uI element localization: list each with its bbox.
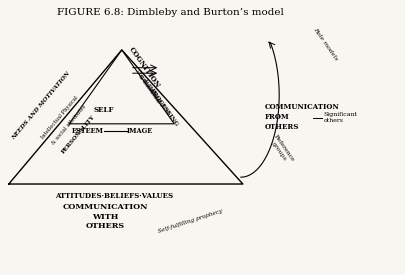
Text: Significant
others: Significant others <box>324 112 358 123</box>
Text: IMAGE: IMAGE <box>127 127 153 135</box>
Text: COGNITION: COGNITION <box>127 46 161 90</box>
Text: OTHERS: OTHERS <box>86 222 125 230</box>
Text: Self-fulfilling prophecy: Self-fulfilling prophecy <box>158 208 223 234</box>
Text: NEEDS AND MOTIVATION: NEEDS AND MOTIVATION <box>11 71 71 141</box>
Text: SELF: SELF <box>94 106 114 114</box>
Text: ESTEEM: ESTEEM <box>71 127 103 135</box>
Text: Cognitive: Cognitive <box>134 70 153 93</box>
Text: & Physiological: & Physiological <box>142 79 170 116</box>
Text: ATTITUDES·BELIEFS·VALUES: ATTITUDES·BELIEFS·VALUES <box>55 192 173 200</box>
Text: Reference
groups: Reference groups <box>268 134 295 166</box>
Text: WITH: WITH <box>92 213 119 221</box>
Text: Intellectual Physical: Intellectual Physical <box>40 94 79 139</box>
Text: & Emotional: & Emotional <box>137 74 161 104</box>
Text: COMMUNICATION
FROM
OTHERS: COMMUNICATION FROM OTHERS <box>265 103 340 131</box>
Text: COMMUNICATION: COMMUNICATION <box>63 203 148 211</box>
Text: FIGURE 6.8: Dimbleby and Burton’s model: FIGURE 6.8: Dimbleby and Burton’s model <box>57 7 284 16</box>
Text: Role models: Role models <box>312 27 339 62</box>
Text: PROCESSING: PROCESSING <box>149 87 179 127</box>
Text: PERSONALITY: PERSONALITY <box>61 114 96 154</box>
Text: & social attributes: & social attributes <box>51 104 87 146</box>
